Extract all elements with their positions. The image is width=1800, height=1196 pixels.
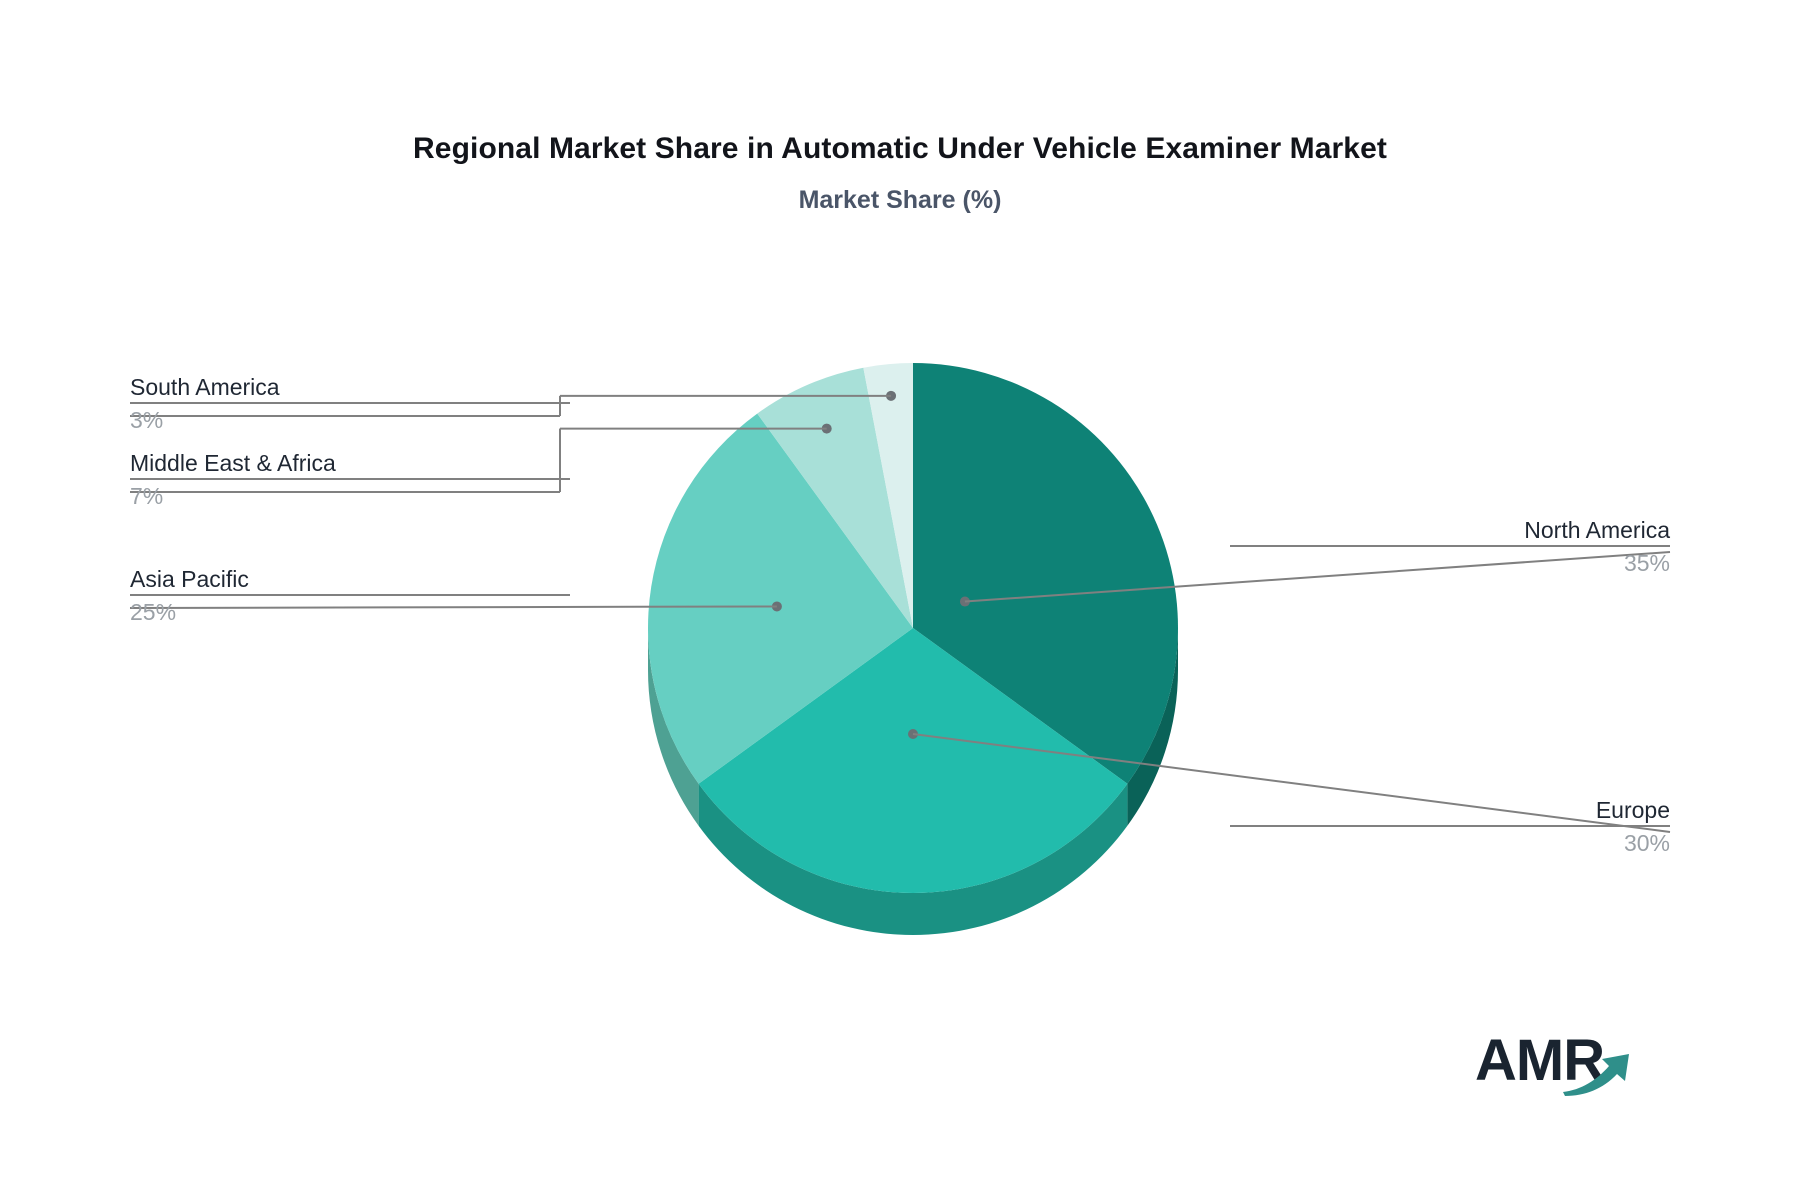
callout-value-asia-pacific: 25% (130, 599, 177, 625)
callout-label-middle-east-africa: Middle East & Africa (130, 450, 336, 476)
callout-label-south-america: South America (130, 374, 280, 400)
amr-wordmark: AMR (1475, 1028, 1604, 1093)
callout-asia-pacific[interactable]: Asia Pacific 25% (130, 564, 570, 628)
leader-lines (129, 390, 1671, 833)
pie-slice-side (1127, 628, 1178, 826)
pie-slice-side (648, 628, 699, 826)
callout-value-middle-east-africa: 7% (130, 483, 164, 509)
callout-label-asia-pacific: Asia Pacific (130, 566, 249, 592)
callout-label-north-america: North America (1524, 517, 1670, 543)
callout-north-america[interactable]: North America 35% (1230, 515, 1670, 579)
pie-slices (648, 363, 1179, 893)
pie-slice[interactable] (757, 367, 913, 628)
pie-slice[interactable] (913, 363, 1179, 784)
callout-europe[interactable]: Europe 30% (1230, 795, 1670, 859)
pie-slice[interactable] (863, 363, 913, 628)
callout-rule-europe (1230, 825, 1670, 827)
chart-title: Regional Market Share in Automatic Under… (413, 132, 1387, 165)
callout-value-europe: 30% (1623, 830, 1670, 856)
amr-logo: AMR (1475, 1028, 1629, 1096)
pie-slice[interactable] (648, 413, 913, 784)
callout-rule-north-america (1230, 545, 1670, 547)
callout-value-north-america: 35% (1623, 550, 1670, 576)
chart-subtitle: Market Share (%) (798, 186, 1002, 214)
callout-south-america[interactable]: South America 3% (130, 372, 570, 436)
leader-line-segment (964, 551, 1671, 603)
pie-slice-side (698, 783, 1128, 935)
growth-arrow-icon (1563, 1054, 1629, 1096)
callout-middle-east-africa[interactable]: Middle East & Africa 7% (130, 448, 570, 512)
callout-rule-middle-east-africa (130, 478, 570, 480)
leader-line-segment (129, 605, 777, 609)
leader-line-segment (912, 733, 1671, 833)
callout-label-europe: Europe (1595, 797, 1670, 823)
callout-rule-south-america (130, 402, 570, 404)
pie-slice[interactable] (698, 628, 1128, 893)
callout-rule-asia-pacific (130, 594, 570, 596)
callout-value-south-america: 3% (130, 407, 164, 433)
pie-3d-sides (648, 628, 1178, 935)
